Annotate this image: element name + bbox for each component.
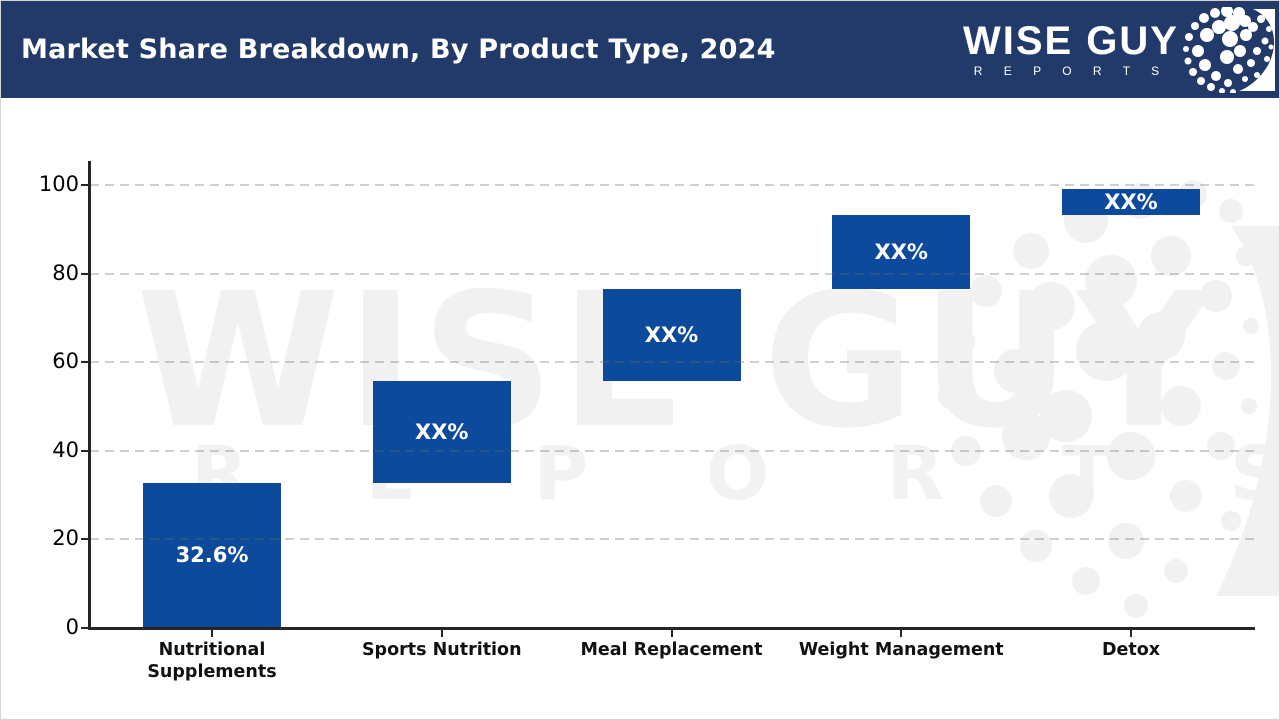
x-axis-label: Meal Replacement — [580, 640, 763, 660]
x-tick-mark — [670, 630, 673, 637]
logo-head-dots-icon — [1183, 6, 1275, 93]
y-tick-label: 0 — [65, 614, 79, 639]
x-tick-mark — [440, 630, 443, 637]
y-tick-label: 100 — [38, 172, 79, 196]
y-tick-mark — [81, 449, 89, 452]
logo-tagline: R E P O R T S — [973, 64, 1169, 78]
x-tick-mark — [211, 630, 213, 637]
y-tick-mark — [81, 272, 89, 275]
y-tick-label: 40 — [52, 437, 79, 462]
bar-2: XX% — [602, 288, 741, 381]
bar-0: 32.6% — [143, 483, 281, 628]
x-tick-mark — [900, 630, 903, 637]
bar-value-label: XX% — [1104, 189, 1158, 214]
header-band: Market Share Breakdown, By Product Type,… — [1, 1, 1279, 98]
y-tick-label: 80 — [52, 260, 79, 285]
x-axis-spine — [88, 627, 1255, 630]
y-axis-spine — [88, 161, 91, 629]
logo-name: WISE GUY — [962, 19, 1179, 63]
chart-title: Market Share Breakdown, By Product Type,… — [21, 34, 776, 65]
y-tick-label: 20 — [52, 526, 79, 550]
x-tick-mark — [1130, 630, 1132, 637]
y-tick-mark — [81, 538, 89, 540]
bar-1: XX% — [372, 380, 511, 484]
y-tick-mark — [81, 184, 89, 186]
watermark-reports: R E P O R T S — [191, 431, 1280, 517]
watermark-head-dots-icon — [938, 180, 1279, 618]
bar-value-label: XX% — [415, 419, 469, 444]
y-tick-label: 60 — [52, 349, 79, 373]
x-axis-label: Detox — [1101, 640, 1161, 660]
bar-value-label: XX% — [644, 322, 699, 347]
bar-value-label: XX% — [874, 240, 928, 265]
y-tick-mark — [81, 626, 89, 629]
x-axis-label: Nutritional Supplements — [147, 640, 277, 682]
bar-4: XX% — [1062, 188, 1200, 216]
bar-value-label: 32.6% — [175, 543, 249, 568]
bar-3: XX% — [832, 215, 971, 289]
y-tick-mark — [81, 361, 89, 363]
logo-text: WISE GUY R E P O R T S — [963, 21, 1179, 78]
x-axis-label: Sports Nutrition — [361, 640, 522, 660]
wise-guy-logo: WISE GUY R E P O R T S — [963, 1, 1275, 98]
x-axis-label: Weight Management — [798, 640, 1004, 660]
